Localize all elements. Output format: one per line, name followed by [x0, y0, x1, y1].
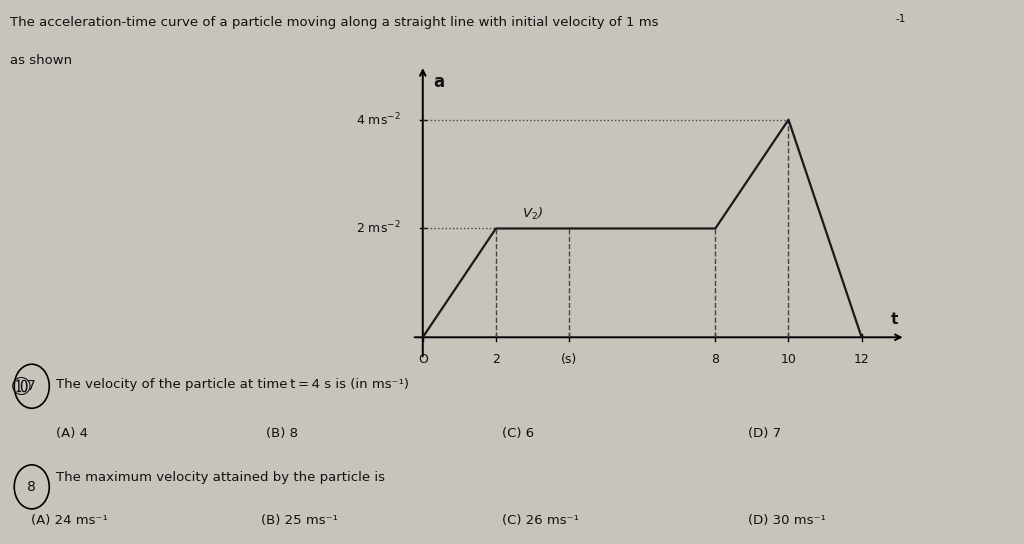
Text: 8: 8: [712, 353, 719, 366]
Text: (A) 24 ms⁻¹: (A) 24 ms⁻¹: [31, 514, 108, 527]
Text: as shown: as shown: [10, 54, 73, 67]
Text: 7: 7: [28, 379, 36, 393]
Text: (D) 30 ms⁻¹: (D) 30 ms⁻¹: [748, 514, 825, 527]
Text: (C) 6: (C) 6: [502, 427, 534, 440]
Text: 8: 8: [28, 480, 36, 494]
Text: The acceleration-time curve of a particle moving along a straight line with init: The acceleration-time curve of a particl…: [10, 16, 658, 29]
Text: $V_{2}$): $V_{2}$): [521, 206, 543, 222]
Text: t: t: [891, 312, 898, 327]
Text: 12: 12: [854, 353, 869, 366]
Text: (C) 26 ms⁻¹: (C) 26 ms⁻¹: [502, 514, 579, 527]
Text: The maximum velocity attained by the particle is: The maximum velocity attained by the par…: [56, 471, 385, 484]
Text: (A) 4: (A) 4: [56, 427, 88, 440]
Text: a: a: [434, 73, 444, 91]
Text: 2 ms$^{-2}$: 2 ms$^{-2}$: [356, 220, 400, 237]
Text: ➉: ➉: [12, 378, 31, 398]
Text: O: O: [418, 353, 428, 366]
Text: 10: 10: [780, 353, 797, 366]
Text: -1: -1: [896, 14, 906, 23]
Text: (B) 8: (B) 8: [266, 427, 298, 440]
Text: (D) 7: (D) 7: [748, 427, 780, 440]
Text: 4 ms$^{-2}$: 4 ms$^{-2}$: [356, 112, 400, 128]
Text: 2: 2: [492, 353, 500, 366]
Text: (B) 25 ms⁻¹: (B) 25 ms⁻¹: [261, 514, 338, 527]
Text: (s): (s): [561, 353, 578, 366]
Text: The velocity of the particle at time t = 4 s is (in ms⁻¹): The velocity of the particle at time t =…: [56, 378, 410, 391]
